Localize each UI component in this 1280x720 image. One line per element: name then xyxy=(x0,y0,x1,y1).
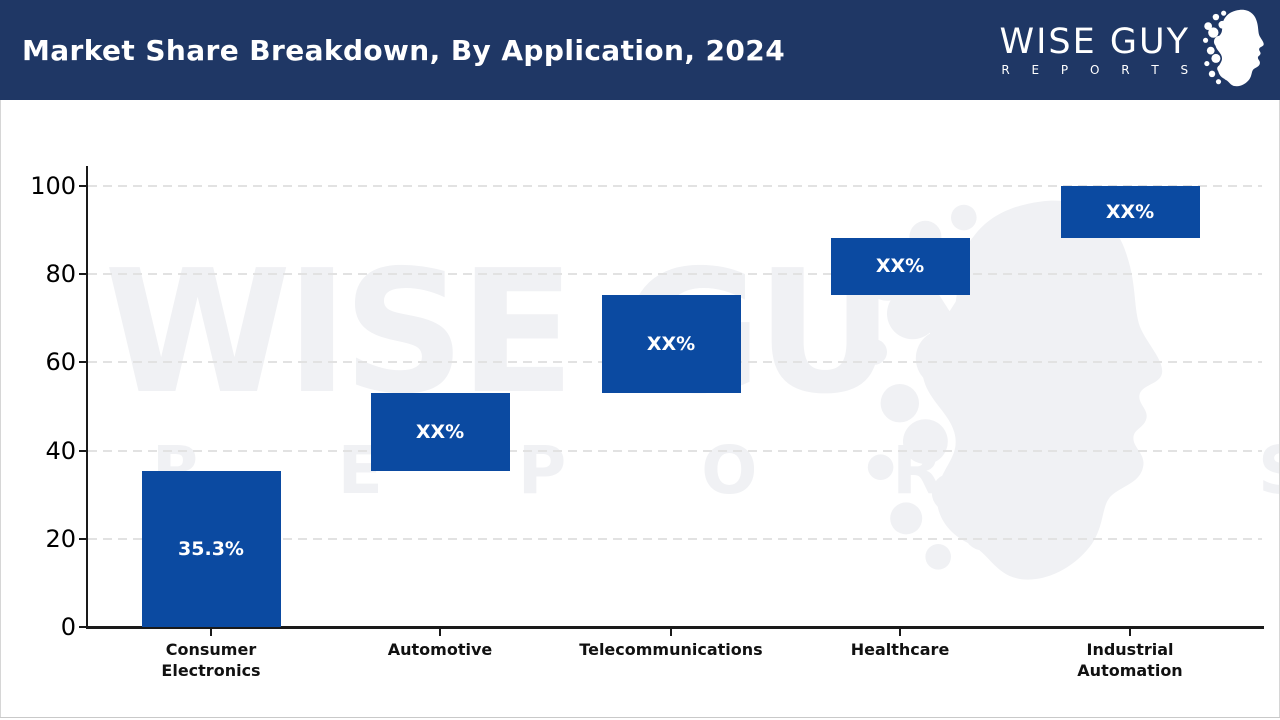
x-tick-mark xyxy=(439,629,441,636)
wiseguy-logo: WISE GUY R E P O R T S xyxy=(999,6,1270,94)
wiseguy-logo-text: WISE GUY R E P O R T S xyxy=(999,23,1190,77)
y-grid-line xyxy=(88,273,1262,276)
bar-segment: XX% xyxy=(830,238,970,295)
page-border-bottom xyxy=(0,717,1280,718)
x-tick-mark xyxy=(210,629,212,636)
report-header: Market Share Breakdown, By Application, … xyxy=(0,0,1280,100)
logo-subtitle: R E P O R T S xyxy=(1001,63,1198,77)
bar-value-label: XX% xyxy=(875,255,925,278)
y-tick-label: 20 xyxy=(45,524,76,553)
y-grid-line xyxy=(88,449,1262,452)
bar-value-label: 35.3% xyxy=(178,538,244,561)
bar-segment: XX% xyxy=(370,393,510,472)
x-tick-mark xyxy=(1129,629,1131,636)
y-grid-line xyxy=(88,537,1262,540)
bar-segment: XX% xyxy=(1060,186,1200,239)
y-tick-mark xyxy=(79,273,87,276)
x-tick-label: Healthcare xyxy=(850,640,950,659)
x-axis-line xyxy=(86,626,1264,629)
page-border-left xyxy=(0,100,1,718)
bar-segment: XX% xyxy=(601,294,741,394)
y-tick-label: 40 xyxy=(45,436,76,465)
x-tick-mark xyxy=(670,629,672,636)
bar-value-label: XX% xyxy=(415,421,465,444)
y-tick-mark xyxy=(79,361,87,364)
y-tick-label: 80 xyxy=(45,260,76,289)
logo-wordmark: WISE GUY xyxy=(999,22,1190,62)
y-tick-label: 100 xyxy=(30,172,76,200)
y-grid-line xyxy=(88,185,1262,187)
page-title: Market Share Breakdown, By Application, … xyxy=(22,33,786,67)
x-tick-label: Automotive xyxy=(387,640,493,659)
x-tick-label: Consumer Electronics xyxy=(161,640,261,680)
y-axis-line xyxy=(86,166,88,628)
y-tick-label: 0 xyxy=(60,613,76,641)
y-tick-label: 60 xyxy=(45,348,76,377)
x-tick-label: Telecommunications xyxy=(579,640,763,659)
bar-value-label: XX% xyxy=(1105,201,1155,224)
x-tick-label: Industrial Automation xyxy=(1077,640,1183,680)
logo-face-icon xyxy=(1202,9,1264,87)
y-tick-mark xyxy=(79,449,87,452)
x-tick-mark xyxy=(899,629,901,636)
y-tick-mark xyxy=(79,626,87,628)
y-tick-mark xyxy=(79,537,87,540)
bar-segment: 35.3% xyxy=(141,471,281,627)
y-tick-mark xyxy=(79,185,87,187)
bar-value-label: XX% xyxy=(646,333,696,356)
